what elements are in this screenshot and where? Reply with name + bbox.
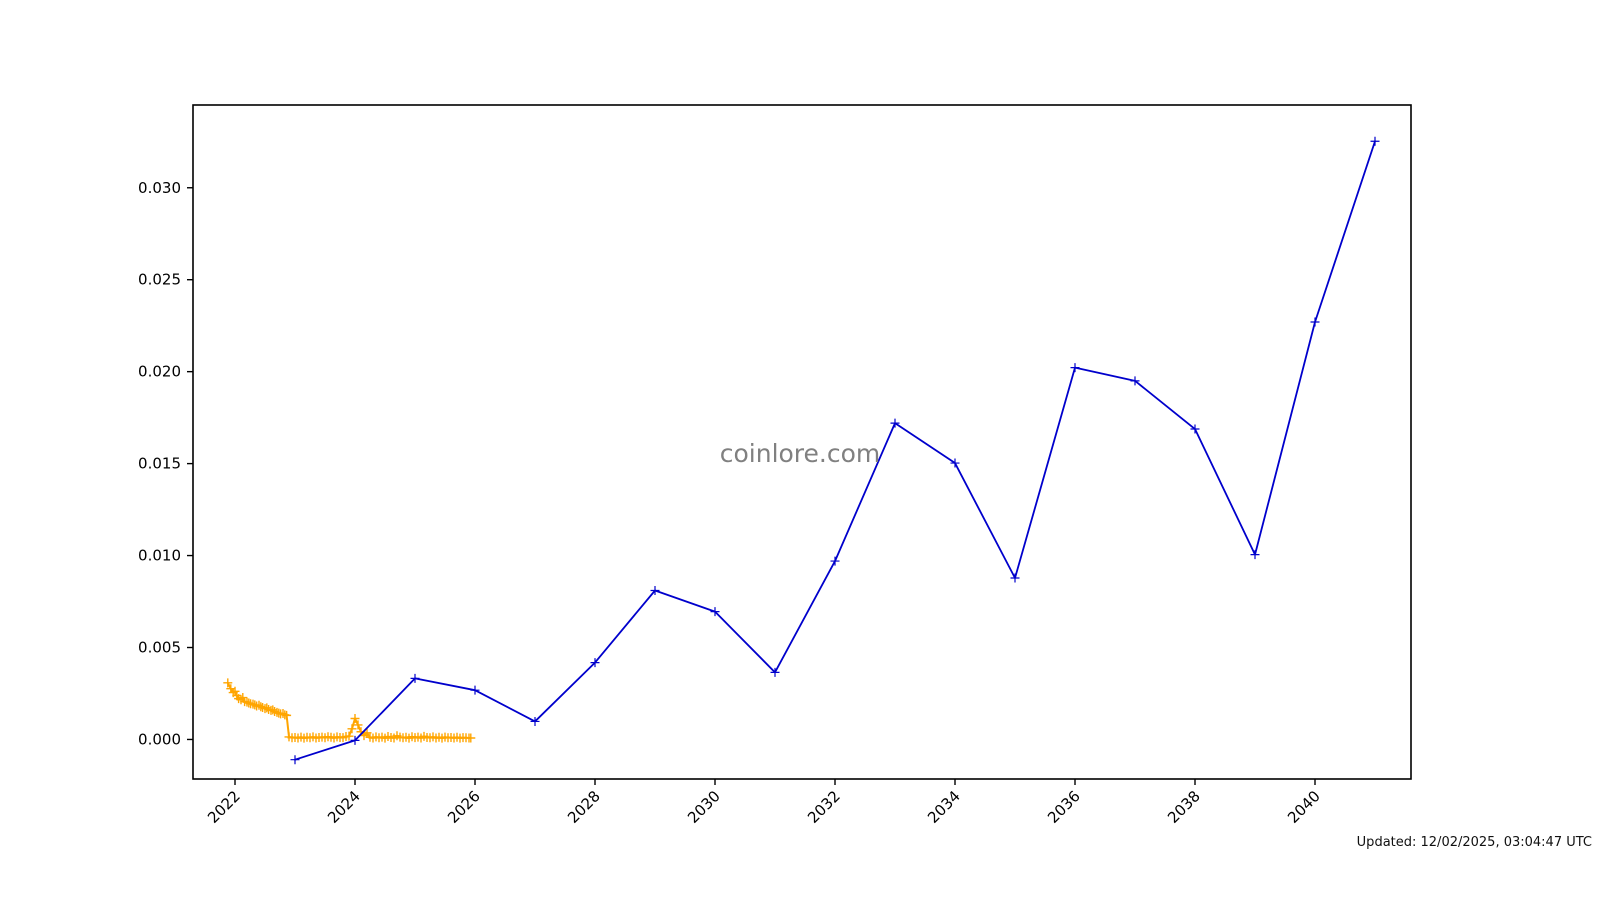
y-tick-label: 0.005 — [138, 639, 181, 657]
y-tick-label: 0.010 — [138, 547, 181, 565]
y-tick-label: 0.000 — [138, 730, 181, 748]
series-historical — [223, 678, 476, 743]
updated-timestamp: Updated: 12/02/2025, 03:04:47 UTC — [1357, 835, 1592, 850]
y-tick-label: 0.030 — [138, 179, 181, 197]
plot-area-border — [192, 104, 1412, 780]
y-tick-label: 0.020 — [138, 363, 181, 381]
y-tick-label: 0.015 — [138, 455, 181, 473]
watermark-label: coinlore.com — [720, 439, 881, 468]
y-axis-ticks: 0.000 0.005 0.010 0.015 0.020 0.025 0.030 — [138, 179, 193, 748]
marker-plus-forecast — [290, 136, 1380, 765]
data-series-layer — [223, 136, 1380, 765]
series-markers-forecast — [290, 136, 1380, 765]
marker-plus-historical — [223, 678, 476, 743]
y-tick-label: 0.025 — [138, 271, 181, 289]
series-markers-historical — [223, 678, 476, 743]
series-forecast — [290, 136, 1380, 765]
